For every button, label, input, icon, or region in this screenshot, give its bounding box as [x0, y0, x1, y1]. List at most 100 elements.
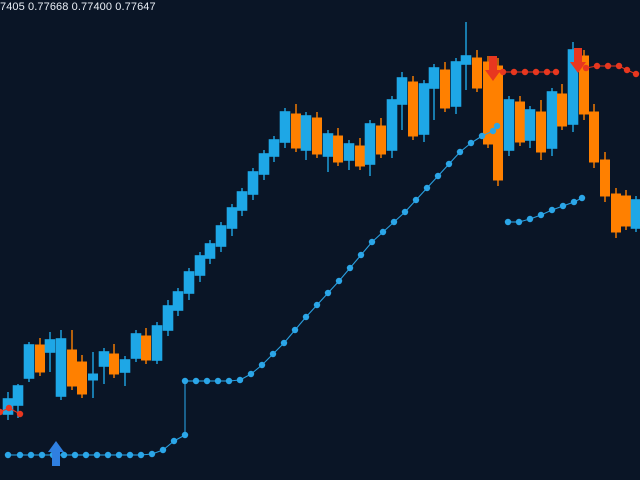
sar-dot: [368, 238, 376, 246]
buy-signal-arrow-icon[interactable]: [48, 441, 64, 466]
candle: [67, 330, 77, 390]
sar-dot: [302, 313, 310, 321]
candle: [258, 150, 270, 180]
sar-dot: [593, 62, 601, 70]
candle-body: [322, 133, 334, 157]
candle: [630, 196, 640, 232]
candle-body: [503, 99, 515, 151]
sar-dot: [225, 377, 233, 385]
sar-dot: [445, 160, 453, 168]
candle-body: [364, 123, 376, 165]
candle: [268, 136, 280, 162]
candle: [460, 22, 472, 90]
sar-dot: [192, 377, 200, 385]
sar-dot: [578, 194, 586, 202]
candle: [515, 96, 525, 146]
candle-body: [44, 339, 56, 353]
candle-body: [183, 271, 195, 294]
sar-dot: [0, 408, 4, 416]
sar-dot: [510, 68, 518, 76]
sar-dot: [5, 404, 13, 412]
candle: [611, 188, 621, 238]
candle: [119, 356, 131, 386]
candle: [579, 50, 589, 120]
candle-body: [98, 351, 110, 367]
sar-dot: [38, 451, 46, 459]
candle-body: [258, 153, 270, 175]
candle-body: [621, 195, 631, 227]
sar-dot: [623, 66, 631, 74]
candle: [279, 108, 291, 148]
sar-series-up: [504, 194, 586, 226]
candle: [536, 100, 546, 160]
candle: [546, 88, 558, 156]
candle-body: [141, 335, 151, 361]
candle: [247, 168, 259, 200]
candle-body: [12, 385, 24, 406]
sar-dot: [115, 451, 123, 459]
candle: [204, 240, 216, 264]
quote-values: 7405 0.77668 0.77400 0.77647: [0, 1, 156, 13]
sar-series-up: [4, 122, 501, 459]
candle: [77, 355, 87, 398]
sar-series-down: [582, 62, 640, 78]
candle-body: [450, 61, 462, 107]
sar-indicator-series: [0, 62, 640, 459]
sar-dot: [324, 289, 332, 297]
sar-dot: [570, 198, 578, 206]
sar-dot: [313, 301, 321, 309]
sar-dot: [412, 196, 420, 204]
sar-dot: [559, 202, 567, 210]
sar-dot: [82, 451, 90, 459]
candle-body: [109, 353, 119, 375]
candle-body: [300, 115, 312, 151]
sar-dot: [93, 451, 101, 459]
candle: [35, 338, 45, 376]
candle-body: [589, 111, 599, 163]
candle: [376, 118, 386, 158]
candle: [567, 42, 579, 132]
sar-dot: [604, 62, 612, 70]
candle-body: [226, 207, 238, 229]
sar-dot: [434, 172, 442, 180]
candle-body: [279, 111, 291, 143]
sell-signal-2-arrow-icon[interactable]: [570, 48, 586, 73]
candle-body: [312, 117, 322, 155]
candle-body: [396, 77, 408, 105]
candle-body: [172, 291, 184, 311]
candle: [355, 138, 365, 170]
candle-body: [376, 125, 386, 155]
candle-body: [162, 305, 174, 331]
candle: [215, 222, 227, 252]
sar-dot: [126, 451, 134, 459]
sar-dot: [423, 184, 431, 192]
quote-bar: 7405 0.77668 0.77400 0.77647: [0, 0, 160, 15]
candle: [450, 58, 462, 114]
candle: [141, 328, 151, 364]
sar-dot: [521, 68, 529, 76]
sar-dot: [181, 431, 189, 439]
sell-signal-1-arrow-icon[interactable]: [485, 56, 501, 81]
sar-dot: [489, 127, 497, 135]
sar-dot: [552, 68, 560, 76]
sar-dot: [532, 68, 540, 76]
candle: [130, 330, 142, 362]
candle-body: [600, 159, 610, 197]
candle-body: [483, 61, 493, 145]
candle: [343, 140, 355, 170]
candle: [322, 130, 334, 172]
candle: [428, 64, 440, 120]
candle-body: [247, 171, 259, 195]
signal-arrow-group: [48, 48, 586, 466]
candle: [503, 96, 515, 156]
candle: [162, 300, 174, 336]
sar-dot: [71, 451, 79, 459]
sar-dot: [456, 148, 464, 156]
sar-dot: [4, 451, 12, 459]
sar-dot: [27, 451, 35, 459]
candle-body: [343, 143, 355, 161]
candle-body: [579, 55, 589, 115]
sar-dot: [137, 451, 145, 459]
